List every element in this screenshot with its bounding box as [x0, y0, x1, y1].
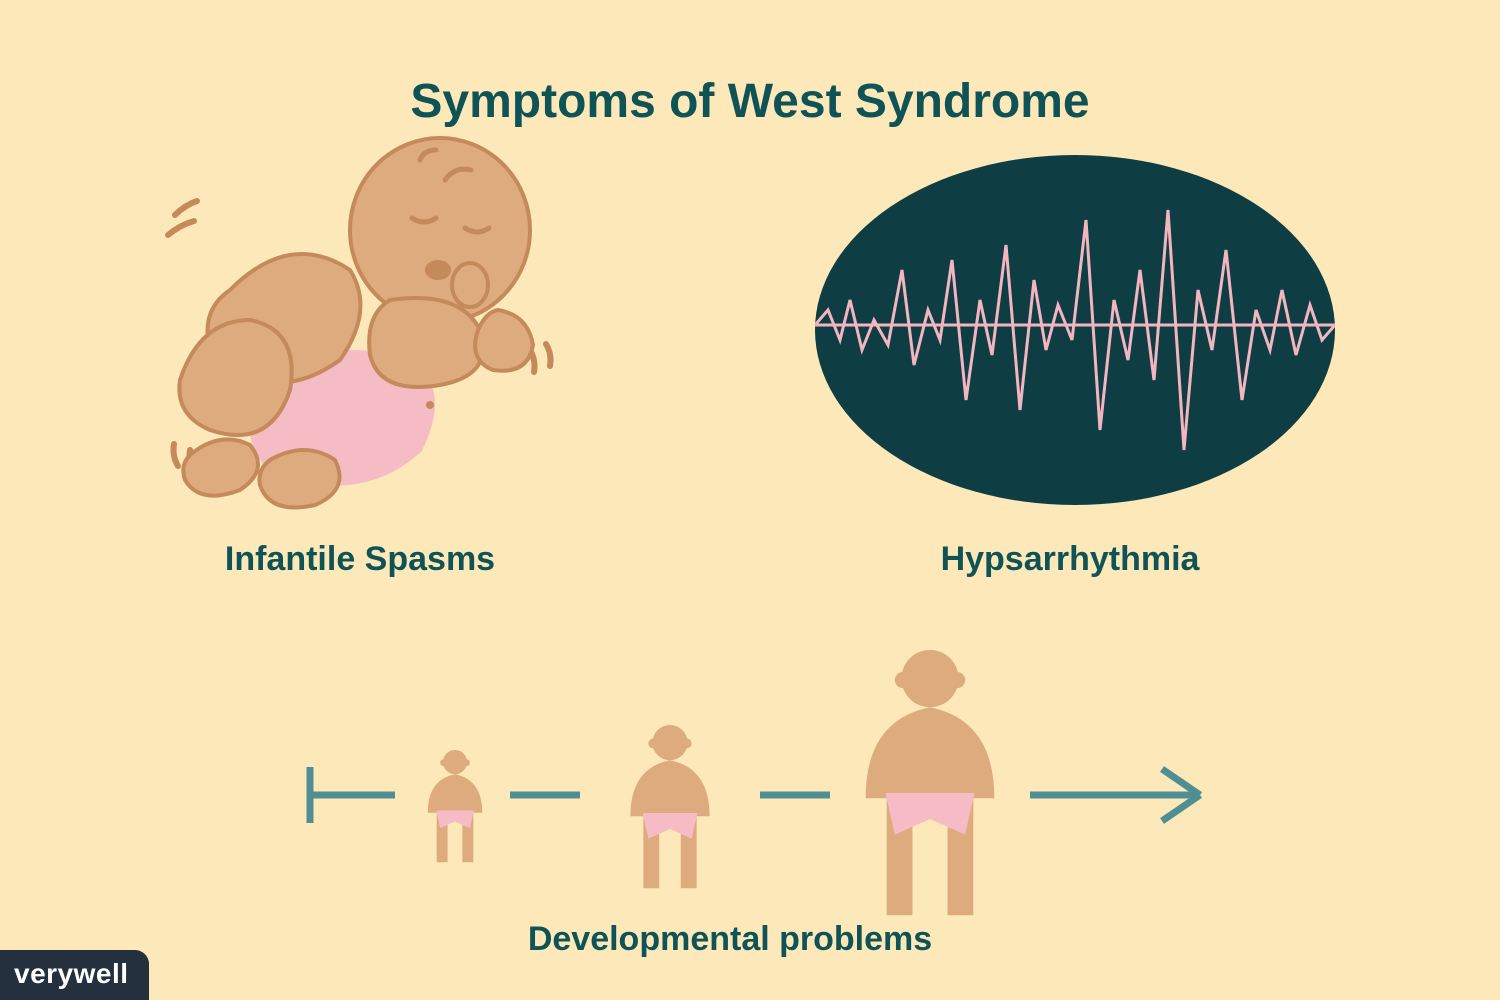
eeg-label: Hypsarrhythmia: [820, 540, 1320, 579]
baby-icon: [120, 120, 590, 530]
eeg-illustration: [810, 150, 1340, 510]
infographic-canvas: Symptoms of West Syndrome: [0, 0, 1500, 1000]
eeg-wave-icon: [810, 150, 1340, 510]
brand-logo: verywell: [0, 950, 149, 1000]
spasms-label: Infantile Spasms: [150, 540, 570, 579]
spasms-illustration: [120, 120, 590, 530]
development-label: Developmental problems: [430, 920, 1030, 959]
